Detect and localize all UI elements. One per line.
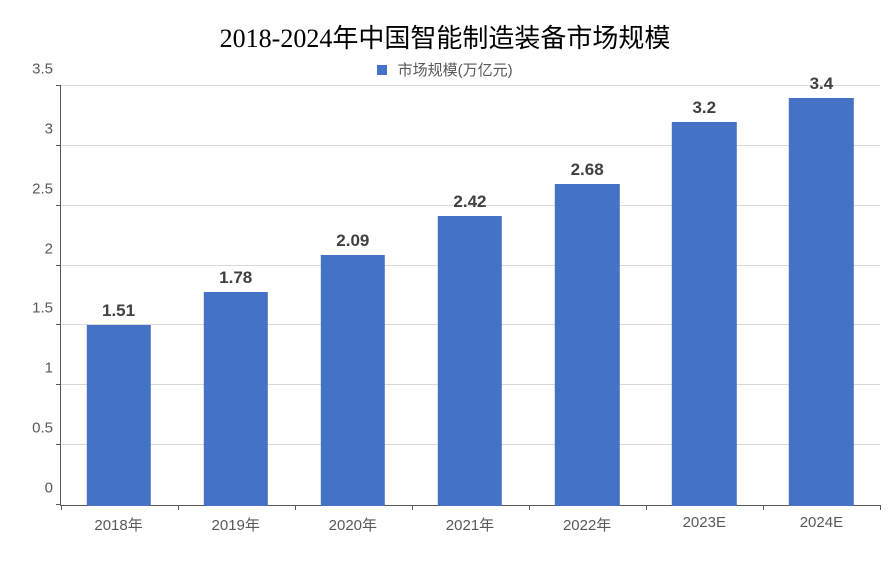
x-tick-label: 2021年 — [446, 514, 494, 535]
legend-swatch — [377, 65, 387, 75]
y-tick-label: 2.5 — [32, 180, 61, 197]
y-tick-label: 0 — [45, 480, 61, 497]
x-tick-label: 2019年 — [212, 514, 260, 535]
bar-slot: 1.782019年 — [177, 86, 294, 506]
y-tick-label: 1.5 — [32, 300, 61, 317]
bar-slot: 3.42024E — [763, 86, 880, 506]
bar-value-label: 2.68 — [571, 160, 604, 180]
bar-slot: 2.682022年 — [529, 86, 646, 506]
x-tick-label: 2018年 — [94, 514, 142, 535]
plot-area: 00.511.522.533.5 1.512018年1.782019年2.092… — [60, 86, 880, 506]
bar-value-label: 2.42 — [453, 192, 486, 212]
chart-title: 2018-2024年中国智能制造装备市场规模 — [20, 18, 870, 55]
bar-slot: 1.512018年 — [60, 86, 177, 506]
x-tick-label: 2024E — [800, 514, 843, 531]
bar: 2.09 — [321, 255, 385, 506]
chart-container: 2018-2024年中国智能制造装备市场规模 市场规模(万亿元) 00.511.… — [0, 0, 890, 561]
bar-slot: 2.422021年 — [411, 86, 528, 506]
x-tick-label: 2020年 — [329, 514, 377, 535]
bar-value-label: 3.2 — [692, 98, 716, 118]
bar: 2.68 — [555, 184, 619, 506]
x-tick-label: 2023E — [683, 514, 726, 531]
bar: 1.51 — [86, 325, 150, 506]
bar: 2.42 — [438, 216, 502, 506]
bars-container: 1.512018年1.782019年2.092020年2.422021年2.68… — [60, 86, 880, 506]
legend-label: 市场规模(万亿元) — [398, 62, 513, 79]
y-tick-label: 3 — [45, 120, 61, 137]
bar: 3.2 — [672, 122, 736, 506]
x-tick-mark — [880, 505, 881, 510]
bar-value-label: 3.4 — [810, 74, 834, 94]
bar-value-label: 1.51 — [102, 301, 135, 321]
y-tick-label: 3.5 — [32, 61, 61, 78]
y-tick-label: 1 — [45, 360, 61, 377]
bar: 1.78 — [203, 292, 267, 506]
y-tick-label: 0.5 — [32, 420, 61, 437]
bar-value-label: 1.78 — [219, 268, 252, 288]
bar-slot: 2.092020年 — [294, 86, 411, 506]
bar-slot: 3.22023E — [646, 86, 763, 506]
chart-legend: 市场规模(万亿元) — [20, 59, 870, 80]
x-tick-label: 2022年 — [563, 514, 611, 535]
bar: 3.4 — [789, 98, 853, 506]
bar-value-label: 2.09 — [336, 231, 369, 251]
y-tick-label: 2 — [45, 240, 61, 257]
